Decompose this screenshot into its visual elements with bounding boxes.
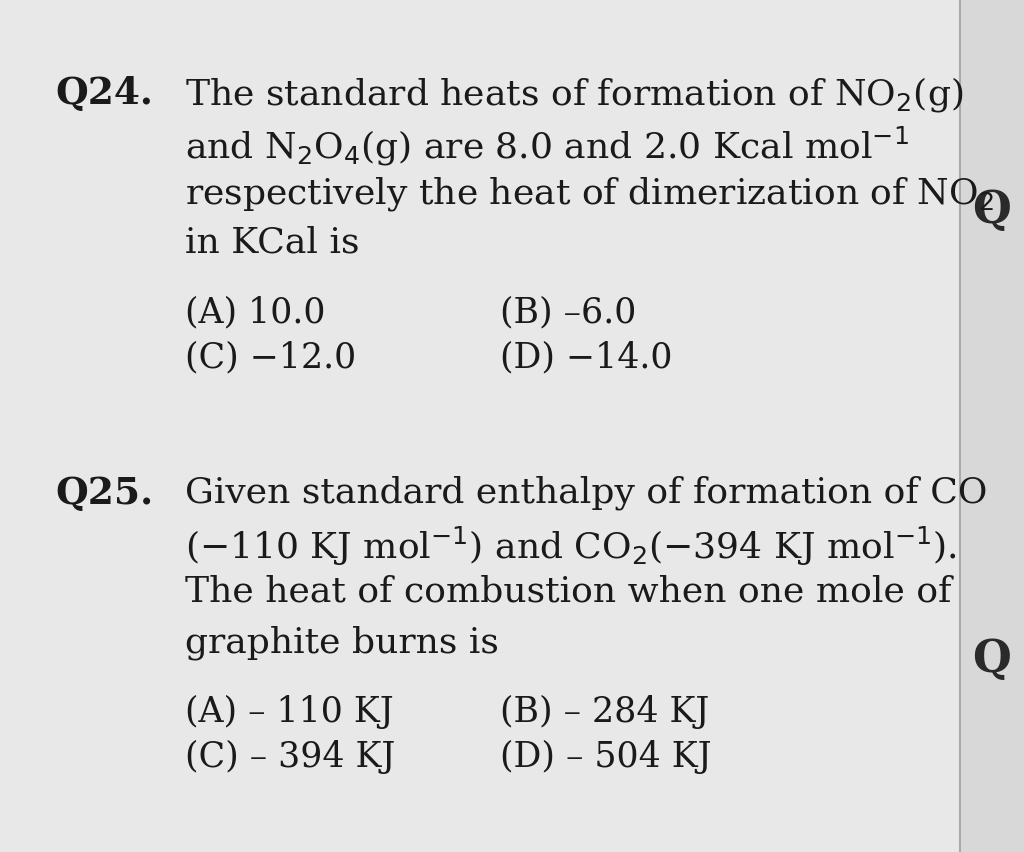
Text: Q: Q (973, 188, 1012, 231)
Text: The standard heats of formation of NO$_2$(g): The standard heats of formation of NO$_2… (185, 75, 964, 114)
Text: (C) – 394 KJ: (C) – 394 KJ (185, 740, 395, 773)
Text: (B) – 284 KJ: (B) – 284 KJ (500, 694, 710, 728)
Bar (961, 0, 1024, 852)
Text: (A) – 110 KJ: (A) – 110 KJ (185, 694, 394, 728)
Text: (D) −14.0: (D) −14.0 (500, 340, 673, 373)
Text: (A) 10.0: (A) 10.0 (185, 295, 326, 329)
Text: (C) −12.0: (C) −12.0 (185, 340, 356, 373)
Text: (D) – 504 KJ: (D) – 504 KJ (500, 740, 712, 773)
Text: (B) –6.0: (B) –6.0 (500, 295, 636, 329)
Text: The heat of combustion when one mole of: The heat of combustion when one mole of (185, 574, 951, 608)
Text: Q: Q (973, 638, 1012, 681)
Text: graphite burns is: graphite burns is (185, 625, 499, 659)
Text: ($-$110 KJ mol$^{-1}$) and CO$_2$($-$394 KJ mol$^{-1}$).: ($-$110 KJ mol$^{-1}$) and CO$_2$($-$394… (185, 524, 956, 567)
Text: Given standard enthalpy of formation of CO: Given standard enthalpy of formation of … (185, 475, 987, 509)
Text: in KCal is: in KCal is (185, 225, 359, 259)
Text: respectively the heat of dimerization of NO$_2$: respectively the heat of dimerization of… (185, 175, 993, 213)
Text: Q24.: Q24. (55, 75, 153, 112)
Text: and N$_2$O$_4$(g) are 8.0 and 2.0 Kcal mol$^{-1}$: and N$_2$O$_4$(g) are 8.0 and 2.0 Kcal m… (185, 125, 909, 168)
Text: Q25.: Q25. (55, 475, 154, 511)
